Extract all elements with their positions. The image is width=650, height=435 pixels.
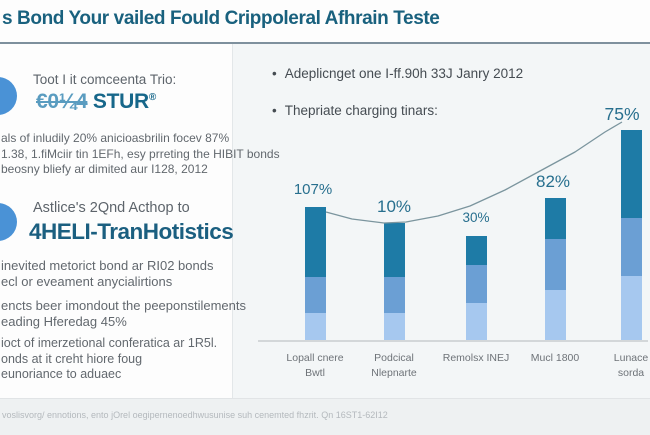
x-axis-label-line: Nlepnarte [371, 367, 417, 379]
x-axis-label-line: Remolsx INEJ [442, 352, 510, 364]
segment-medium [383, 277, 405, 313]
segment-light [304, 313, 326, 341]
x-axis-label: Mucl 1800 [500, 351, 610, 366]
x-axis-label: Lopall cnere Bwtl [260, 351, 370, 381]
text-line: onds at it creht hiore foug [1, 351, 143, 366]
segment-light [383, 313, 405, 341]
bar-value-label: 10% [376, 197, 412, 216]
text-line: encts beer imondout the peeponstilements [1, 298, 246, 313]
bar-value-label: 82% [535, 172, 571, 191]
bullet-dot-icon: • [272, 66, 277, 81]
segment-dark [465, 236, 487, 265]
chart-bar [465, 236, 487, 341]
left-paragraph-2: inevited metorict bond ar RI02 bonds ecl… [1, 258, 213, 289]
bar-value-label: 107% [293, 181, 333, 198]
registered-mark-icon: ® [148, 92, 156, 103]
bar-value-label: 30% [462, 210, 490, 225]
x-axis-label-line: sorda [617, 367, 645, 379]
segment-medium [304, 277, 326, 313]
stat-value-light: €0¼4 [36, 90, 88, 113]
segment-medium [544, 239, 566, 290]
segment-dark [383, 223, 405, 277]
bullet-dot-icon: • [272, 103, 277, 118]
segment-medium [620, 218, 642, 276]
stat-value: €0¼4 STUR® [36, 90, 156, 114]
chart-bar [304, 207, 326, 341]
footer-disclaimer: voslisvorg/ ennotions, ento jOrel oegipe… [2, 410, 388, 420]
text-line: beosny bliefy ar dimited aur I128, 2012 [1, 162, 208, 176]
text-line: als of inludily 20% anicioasbrilin focev… [1, 131, 230, 145]
text-line: ecl or eveament anycialirtions [1, 273, 173, 289]
left-paragraph-3: encts beer imondout the peeponstilements… [1, 298, 246, 329]
segment-dark [620, 130, 642, 218]
title-divider [0, 42, 650, 44]
text-line: ioct of imerzetional conferatica ar 1R5l… [1, 336, 218, 350]
segment-medium [465, 265, 487, 303]
bullet-circle-icon [0, 203, 17, 241]
text-line: eunoriance to aduaec [1, 367, 122, 381]
segment-light [544, 290, 566, 341]
trend-line [325, 121, 623, 224]
bullet-item: • Thepriate charging tinars: [272, 103, 438, 118]
stat-eyebrow: Toot I it comceenta Trio: [33, 72, 177, 87]
chart-bar [383, 223, 405, 341]
text-line: inevited metorict bond ar RI02 bonds [1, 258, 214, 273]
x-axis-label-line: Podcical [374, 352, 414, 364]
chart-bar [620, 130, 642, 341]
x-axis-label-line: Bwtl [305, 367, 325, 379]
x-axis-label: Remolsx INEJ [421, 351, 531, 366]
stat-value: 4HELI-TranHotistics [29, 219, 234, 244]
left-paragraph-4: ioct of imerzetional conferatica ar 1R5l… [1, 336, 217, 383]
text-line: eading Hferedag 45% [1, 313, 127, 329]
x-axis-label: Podcical Nlepnarte [339, 351, 449, 381]
page-title: s Bond Your vailed Fould Crippoleral Afh… [2, 8, 440, 29]
bullet-circle-icon [0, 77, 17, 115]
stat-eyebrow: Astlice's 2Qnd Acthop to [33, 200, 190, 216]
segment-dark [544, 198, 566, 239]
x-axis-label-line: Lunace [613, 352, 649, 364]
text-line: 1.38, 1.fiMciir tin 1EFh, esy prreting t… [1, 146, 280, 161]
bullet-text: Thepriate charging tinars: [284, 103, 438, 118]
bullet-text: Adeplicnget one I-ff.90h 33J Janry 2012 [284, 66, 524, 81]
stat-value-dark: STUR [92, 90, 149, 113]
bullet-item: • Adeplicnget one I-ff.90h 33J Janry 2012 [272, 66, 523, 81]
x-axis-label: Lunace sorda [576, 351, 650, 381]
left-paragraph-1: als of inludily 20% anicioasbrilin focev… [1, 131, 280, 178]
segment-light [620, 276, 642, 341]
segment-dark [304, 207, 326, 277]
bar-value-label: 75% [604, 104, 640, 124]
x-axis-label-line: Lopall cnere [286, 352, 344, 364]
segment-light [465, 303, 487, 341]
footer-strip [0, 398, 650, 435]
chart-bar [544, 198, 566, 341]
x-axis-label-line: Mucl 1800 [530, 352, 580, 364]
